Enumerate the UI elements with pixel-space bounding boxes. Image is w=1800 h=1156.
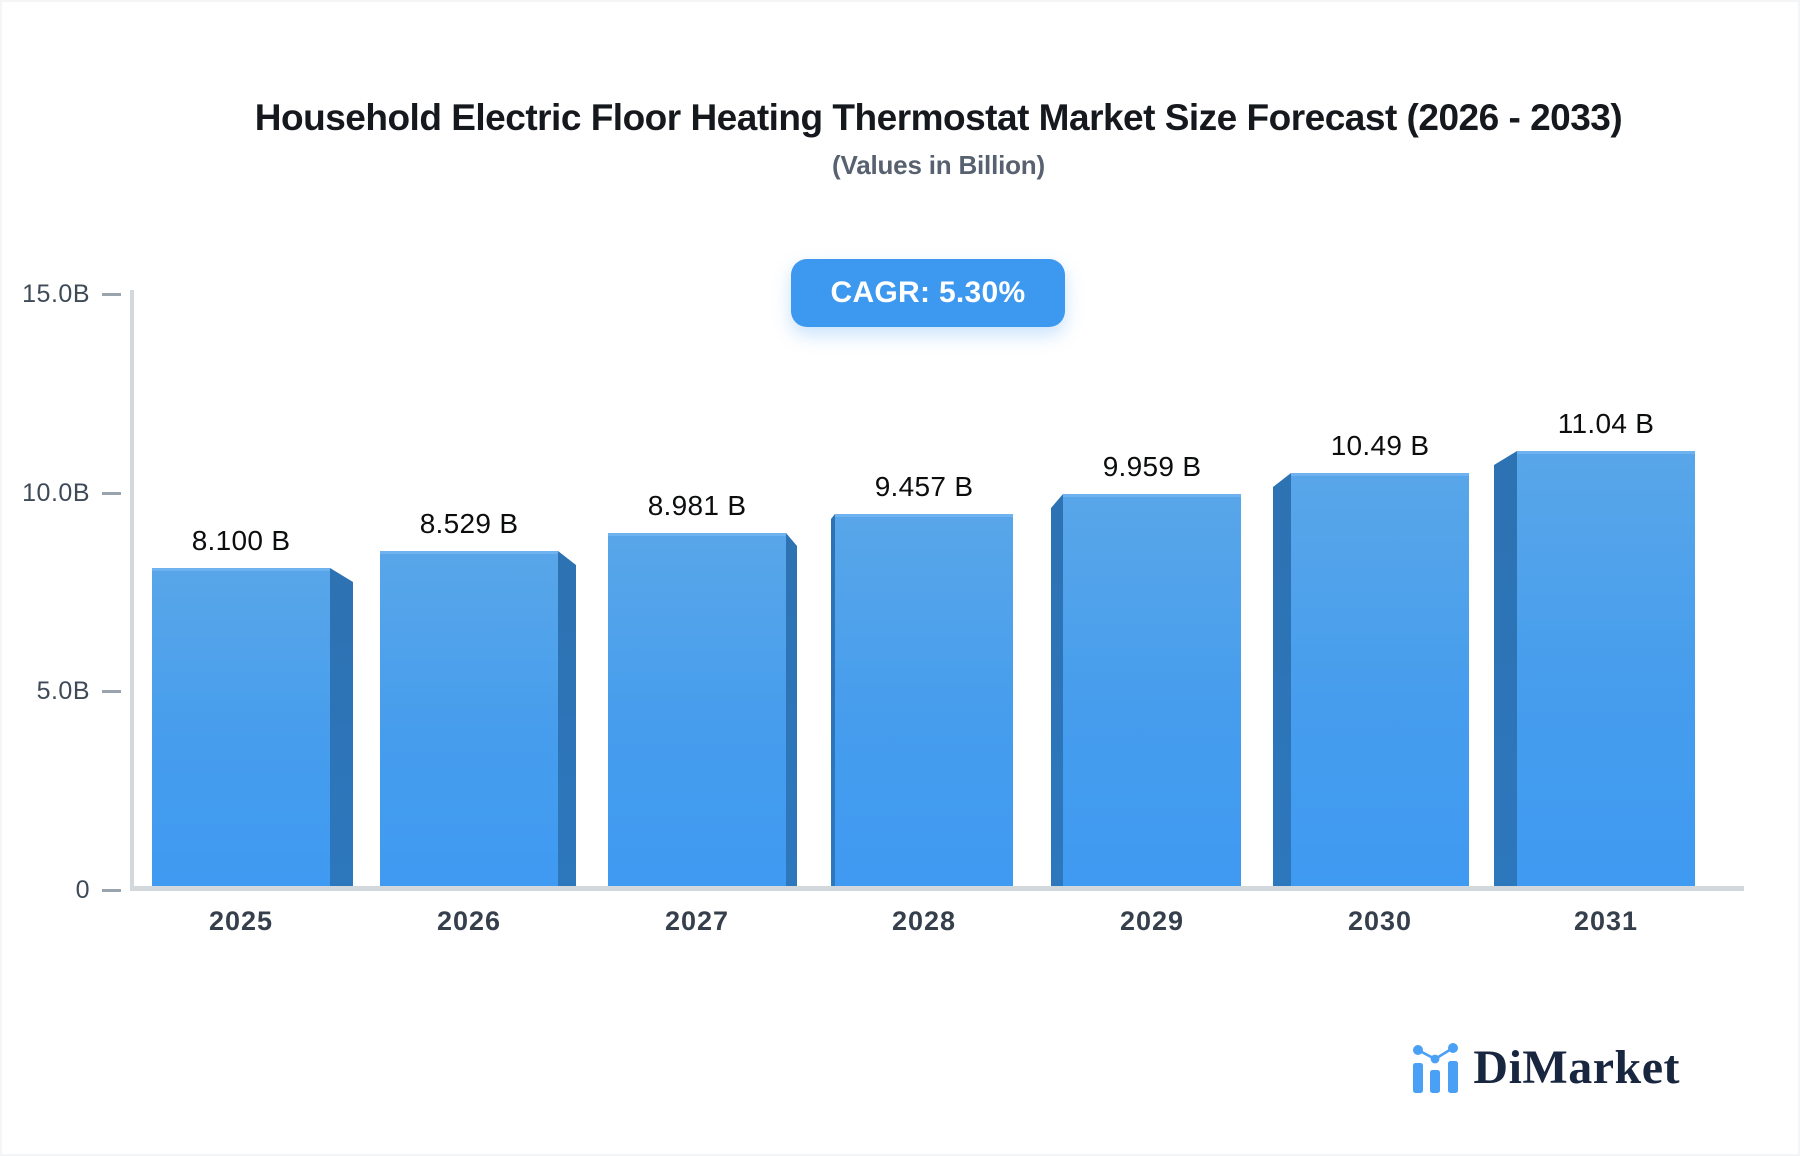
bar-value-label-2028: 9.457 B	[874, 471, 974, 502]
bar-side-2029	[1051, 494, 1063, 886]
bar-side-2027	[786, 533, 797, 886]
cagr-badge: CAGR: 5.30%	[791, 259, 1065, 327]
brand-logo: DiMarket	[1413, 1042, 1680, 1094]
y-axis-line	[130, 290, 134, 890]
bar-side-2025	[330, 568, 353, 886]
bar-side-2026	[558, 551, 576, 886]
bar-2025[interactable]	[152, 568, 330, 886]
brand-name: DiMarket	[1473, 1041, 1680, 1094]
bar-2031[interactable]	[1517, 451, 1695, 886]
bar-value-label-2027: 8.981 B	[647, 490, 747, 521]
bar-value-label-2025: 8.100 B	[191, 525, 291, 556]
y-tick-label: 10.0B	[22, 479, 90, 507]
bar-2029[interactable]	[1063, 494, 1241, 886]
bar-side-2030	[1273, 473, 1291, 886]
bar-value-label-2030: 10.49 B	[1330, 430, 1430, 461]
y-tick-label: 15.0B	[22, 280, 90, 308]
y-tick-mark	[102, 690, 121, 693]
bar-side-2028	[831, 514, 835, 886]
x-axis-label-2030: 2030	[1347, 906, 1413, 936]
x-axis-label-2026: 2026	[436, 906, 502, 936]
bar-2026[interactable]	[380, 551, 558, 886]
bar-2028[interactable]	[835, 514, 1013, 886]
dimarket-logo-icon	[1413, 1043, 1459, 1093]
bar-value-label-2031: 11.04 B	[1557, 408, 1655, 439]
x-axis-label-2025: 2025	[208, 906, 274, 936]
bar-value-label-2026: 8.529 B	[419, 508, 519, 539]
x-axis-label-2031: 2031	[1573, 906, 1639, 936]
bar-2030[interactable]	[1291, 473, 1469, 886]
x-axis-label-2029: 2029	[1119, 906, 1185, 936]
y-tick-label: 0	[75, 876, 90, 904]
y-tick-mark	[102, 293, 121, 296]
x-axis-label-2028: 2028	[891, 906, 957, 936]
bar-value-label-2029: 9.959 B	[1102, 451, 1202, 482]
chart-header: Household Electric Floor Heating Thermos…	[133, 2, 1744, 181]
y-tick-label: 5.0B	[36, 677, 90, 705]
cagr-badge-label: CAGR: 5.30%	[830, 276, 1026, 309]
bar-side-2031	[1494, 451, 1517, 886]
y-tick-mark	[102, 492, 121, 495]
x-axis-line	[130, 886, 1744, 891]
bar-2027[interactable]	[608, 533, 786, 886]
y-tick-mark	[102, 889, 121, 892]
chart-title: Household Electric Floor Heating Thermos…	[254, 97, 1623, 138]
chart-subtitle: (Values in Billion)	[832, 150, 1045, 180]
x-axis-label-2027: 2027	[664, 906, 730, 936]
